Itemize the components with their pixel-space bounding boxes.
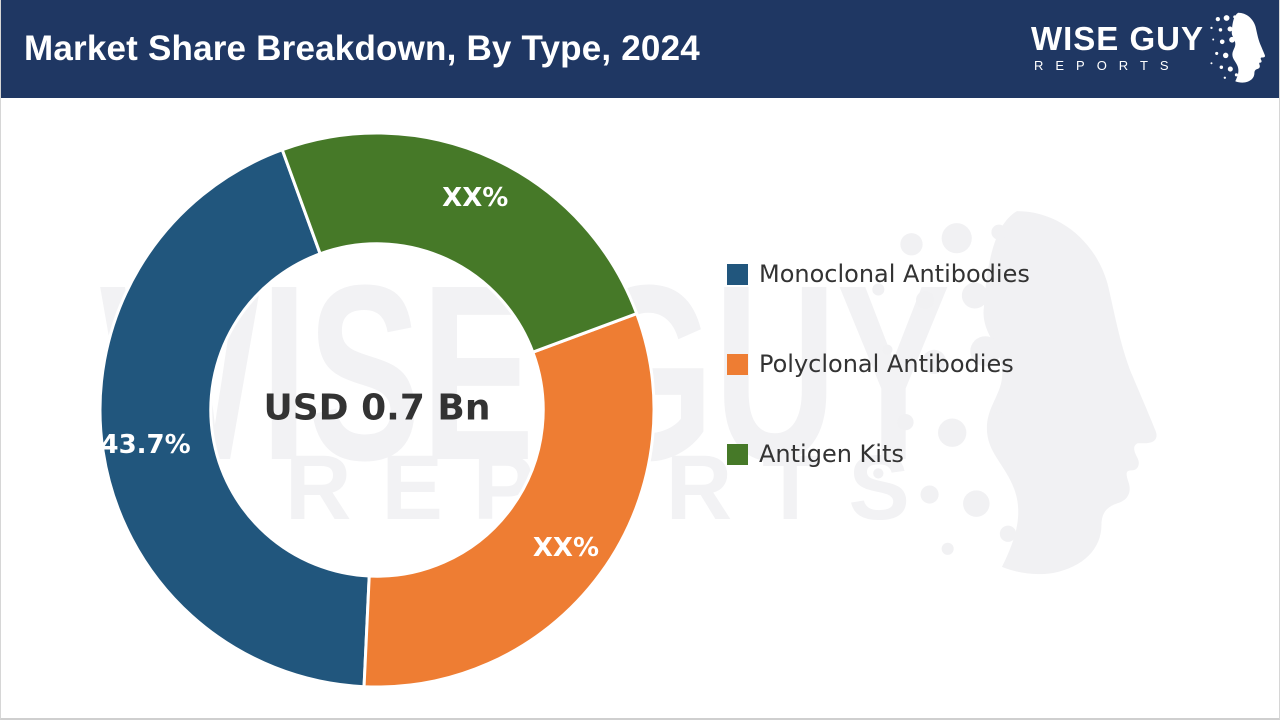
logo-sub-text: REPORTS (1033, 58, 1181, 73)
legend-swatch-antigen (727, 443, 748, 465)
logo-wordmark: WISE GUY REPORTS (1031, 22, 1204, 72)
segment-label-monoclonal: 43.7% (100, 430, 191, 461)
logo-name-text: WISE GUY (1030, 20, 1204, 57)
header-bar: Market Share Breakdown, By Type, 2024 WI… (0, 0, 1280, 98)
legend-swatch-monoclonal (727, 263, 748, 285)
brand-logo: WISE GUY REPORTS (1031, 8, 1266, 86)
legend-swatch-polyclonal (727, 353, 748, 375)
legend-item-polyclonal: Polyclonal Antibodies (727, 350, 1030, 378)
segment-label-polyclonal: XX% (532, 533, 600, 564)
legend: Monoclonal Antibodies Polyclonal Antibod… (727, 260, 1030, 532)
legend-label-polyclonal: Polyclonal Antibodies (759, 350, 1014, 378)
donut-chart (98, 131, 656, 689)
page-title: Market Share Breakdown, By Type, 2024 (24, 29, 700, 68)
donut-segment-polyclonal-antibodies (362, 312, 656, 689)
legend-item-monoclonal: Monoclonal Antibodies (727, 260, 1030, 288)
center-value: USD 0.7 Bn (263, 387, 491, 429)
legend-label-antigen: Antigen Kits (759, 440, 904, 468)
segment-label-antigen: XX% (442, 182, 509, 213)
logo-head-icon (1210, 12, 1265, 83)
donut-segment-monoclonal-antibodies (98, 148, 371, 689)
legend-label-monoclonal: Monoclonal Antibodies (759, 260, 1030, 288)
legend-item-antigen: Antigen Kits (727, 440, 1030, 468)
donut-segment-antigen-kits (280, 131, 639, 354)
